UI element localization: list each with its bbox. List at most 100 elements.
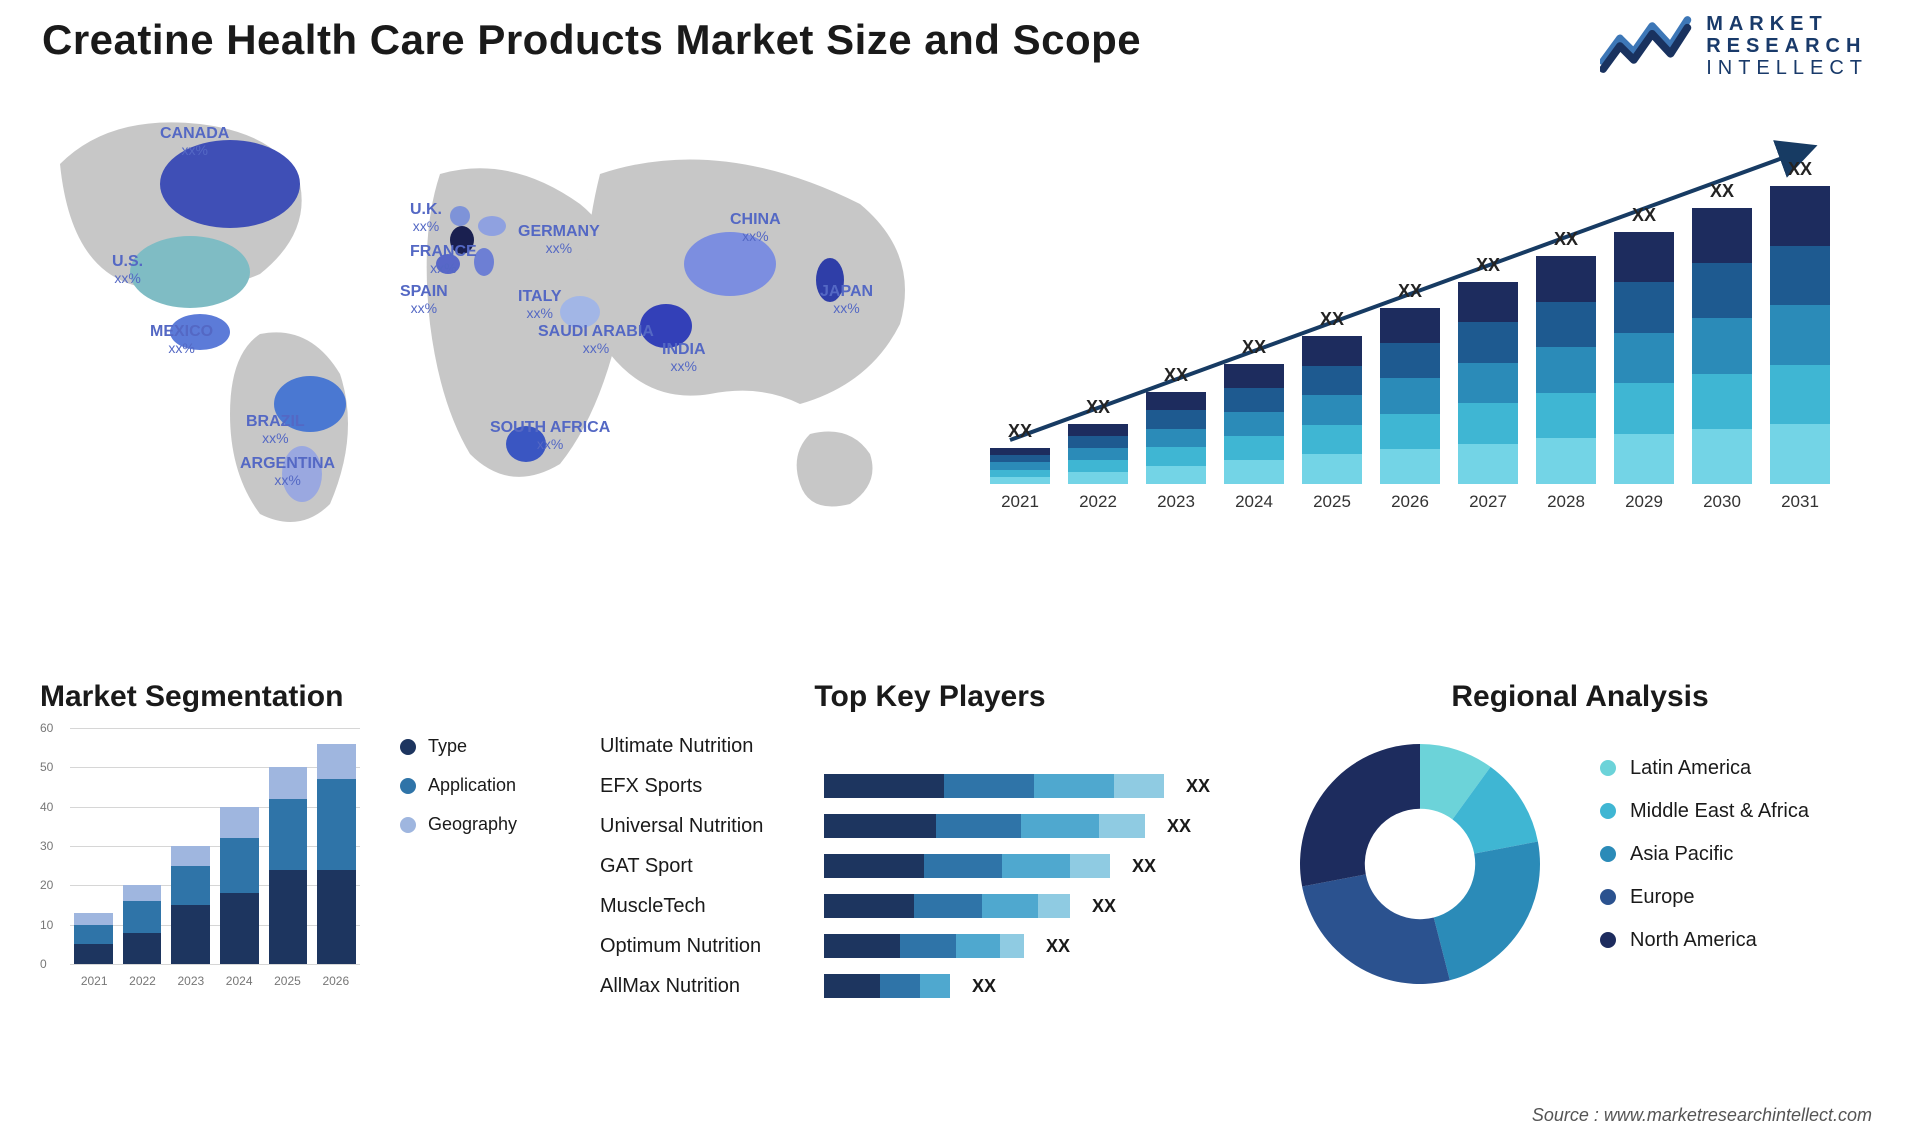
segmentation-bar [123,885,162,964]
legend-label: Geography [428,814,517,835]
bar-value-label: XX [1554,229,1578,250]
bar-year-label: 2029 [1625,492,1663,512]
key-player-row: GAT Sport XX [600,846,1260,886]
bar-value-label: XX [1476,255,1500,276]
bar-year-label: 2028 [1547,492,1585,512]
legend-swatch-icon [1600,846,1616,862]
legend-label: Application [428,775,516,796]
legend-item: Asia Pacific [1600,843,1809,866]
y-tick-label: 0 [40,957,47,971]
key-player-name: Ultimate Nutrition [600,735,810,758]
key-player-value: XX [1046,936,1070,957]
key-player-bar [824,814,1145,838]
x-tick-label: 2026 [312,974,360,988]
map-label: MEXICOxx% [150,324,213,358]
segmentation-legend: Type Application Geography [400,736,517,853]
key-players-title: Top Key Players [600,680,1260,714]
growth-bar: XX 2028 [1536,229,1596,512]
segmentation-bar [74,913,113,964]
growth-bar: XX2021 [990,421,1050,512]
map-label: JAPANxx% [820,284,873,318]
key-player-bar [824,974,950,998]
segmentation-chart: 202120222023202420252026 0102030405060 [40,728,360,988]
segmentation-bar [171,846,210,964]
bar-value-label: XX [1086,397,1110,418]
regional-title: Regional Analysis [1280,680,1880,714]
key-player-bar [824,894,1070,918]
map-label: CANADAxx% [160,126,229,160]
x-tick-label: 2021 [70,974,118,988]
legend-item: Type [400,736,517,757]
map-label: ARGENTINAxx% [240,456,335,490]
donut-slice [1434,842,1540,981]
logo-mark-icon [1600,12,1692,79]
growth-bar: XX2030 [1692,181,1752,512]
brand-logo: MARKET RESEARCH INTELLECT [1600,12,1868,79]
bar-value-label: XX [1632,205,1656,226]
legend-label: North America [1630,929,1757,952]
y-tick-label: 10 [40,918,53,932]
legend-item: North America [1600,929,1809,952]
key-player-row: MuscleTechXX [600,886,1260,926]
bar-value-label: XX [1398,281,1422,302]
bar-year-label: 2031 [1781,492,1819,512]
map-label: INDIAxx% [662,342,706,376]
legend-swatch-icon [1600,760,1616,776]
map-label: FRANCExx% [410,244,477,278]
y-tick-label: 60 [40,721,53,735]
page-title: Creatine Health Care Products Market Siz… [42,16,1141,64]
growth-bar: XX2023 [1146,365,1206,512]
legend-swatch-icon [1600,803,1616,819]
legend-swatch-icon [400,817,416,833]
bar-year-label: 2026 [1391,492,1429,512]
segmentation-bar [269,767,308,964]
map-label: SPAINxx% [400,284,448,318]
map-label: SAUDI ARABIAxx% [538,324,654,358]
bar-value-label: XX [1320,309,1344,330]
bar-year-label: 2023 [1157,492,1195,512]
key-player-row: AllMax NutritionXX [600,966,1260,1006]
map-label: CHINAxx% [730,212,781,246]
legend-label: Europe [1630,886,1695,909]
legend-item: Europe [1600,886,1809,909]
regional-legend: Latin AmericaMiddle East & AfricaAsia Pa… [1600,757,1809,972]
map-label: SOUTH AFRICAxx% [490,420,610,454]
bar-value-label: XX [1788,159,1812,180]
segmentation-section: Market Segmentation 20212022202320242025… [40,680,530,988]
y-tick-label: 20 [40,878,53,892]
world-map: CANADAxx%U.S.xx%MEXICOxx%BRAZILxx%ARGENT… [40,104,930,534]
key-player-bar [824,854,1110,878]
segmentation-title: Market Segmentation [40,680,530,714]
bar-year-label: 2022 [1079,492,1117,512]
bar-year-label: 2021 [1001,492,1039,512]
bar-value-label: XX [1710,181,1734,202]
legend-item: Middle East & Africa [1600,800,1809,823]
bar-year-label: 2025 [1313,492,1351,512]
legend-swatch-icon [1600,932,1616,948]
legend-label: Asia Pacific [1630,843,1733,866]
map-label: U.K.xx% [410,202,442,236]
key-player-name: GAT Sport [600,855,810,878]
bar-year-label: 2027 [1469,492,1507,512]
legend-swatch-icon [400,778,416,794]
legend-item: Geography [400,814,517,835]
key-player-name: EFX Sports [600,775,810,798]
y-tick-label: 40 [40,800,53,814]
key-player-bar [824,934,1024,958]
x-tick-label: 2023 [167,974,215,988]
growth-bar: XX 2026 [1380,281,1440,512]
growth-bar: XX 2031 [1770,159,1830,512]
key-players-section: Top Key Players Ultimate Nutrition EFX Sp… [600,680,1260,1006]
regional-donut-chart [1280,724,1560,1004]
key-players-chart: Ultimate NutritionEFX SportsXXUniversal … [600,726,1260,1006]
key-player-value: XX [1092,896,1116,917]
growth-bar: XX 2022 [1068,397,1128,512]
key-player-value: XX [1186,776,1210,797]
segmentation-bar [317,744,356,964]
key-player-row: Optimum NutritionXX [600,926,1260,966]
growth-bar: XX 2029 [1614,205,1674,512]
map-label: U.S.xx% [112,254,143,288]
key-player-value: XX [1132,856,1156,877]
segmentation-bar [220,807,259,964]
legend-label: Middle East & Africa [1630,800,1809,823]
